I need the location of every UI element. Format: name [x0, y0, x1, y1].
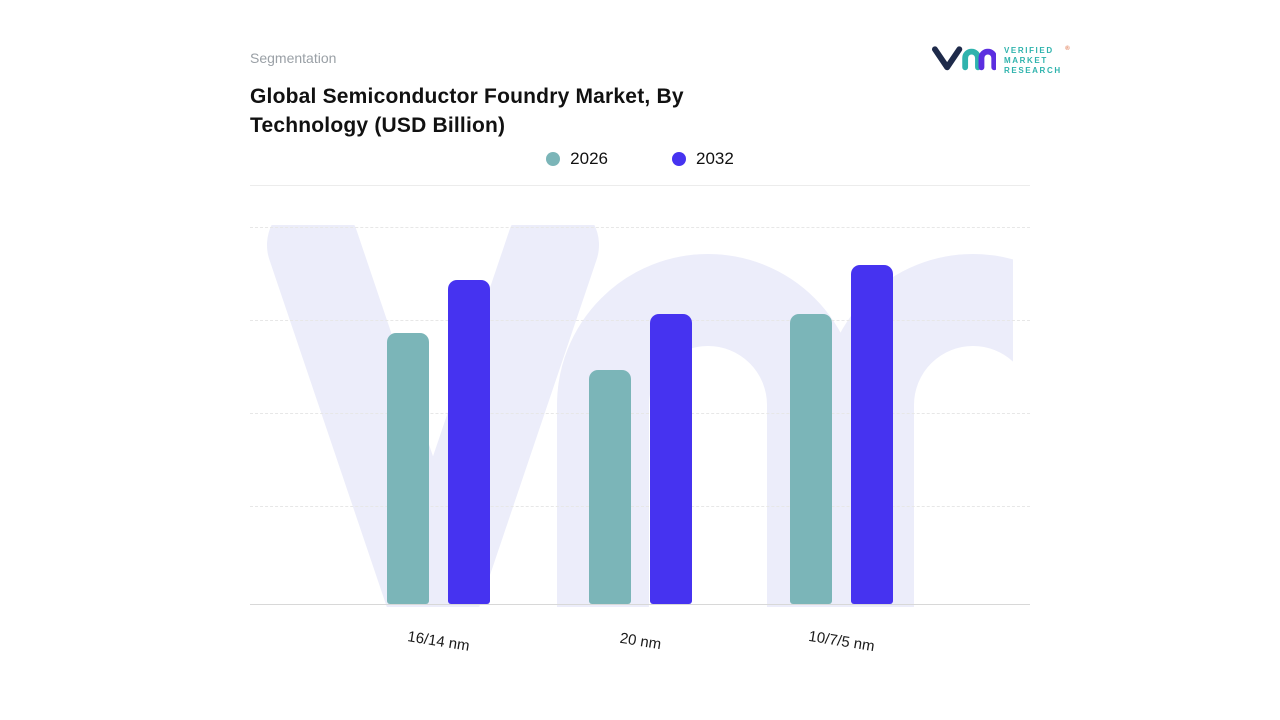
x-axis-labels: 16/14 nm 20 nm 10/7/5 nm	[250, 628, 1030, 673]
bar-2026-10-7-5-nm[interactable]	[790, 314, 832, 604]
legend-label-2032: 2032	[696, 149, 734, 168]
x-axis-baseline	[250, 604, 1030, 605]
registered-mark: ®	[1065, 45, 1070, 52]
legend-label-2026: 2026	[570, 149, 608, 168]
bar-group	[589, 227, 692, 604]
eyebrow-segmentation: Segmentation	[250, 50, 337, 66]
legend-swatch-2032	[672, 152, 686, 166]
chart-title: Global Semiconductor Foundry Market, By …	[250, 82, 684, 140]
logo-line-verified: VERIFIED	[1004, 45, 1054, 55]
bar-group	[387, 227, 490, 604]
legend-item-2032[interactable]: 2032	[672, 149, 734, 169]
legend-swatch-2026	[546, 152, 561, 166]
gridline	[250, 506, 1030, 507]
chart-title-line1: Global Semiconductor Foundry Market, By	[250, 85, 684, 108]
logo-line-market: MARKET	[1004, 55, 1048, 65]
bar-plot	[250, 227, 1030, 604]
bar-2032-10-7-5-nm[interactable]	[851, 265, 893, 604]
gridline	[250, 413, 1030, 414]
bar-2032-16-14-nm[interactable]	[448, 280, 490, 604]
x-tick-label: 16/14 nm	[406, 628, 471, 655]
bar-2026-16-14-nm[interactable]	[387, 333, 429, 604]
bar-group	[790, 227, 893, 604]
gridline	[250, 227, 1030, 228]
legend-item-2026[interactable]: 2026	[546, 149, 608, 169]
bar-2026-20-nm[interactable]	[589, 370, 631, 604]
header-divider	[250, 185, 1030, 186]
legend: 2026 2032	[250, 149, 1030, 169]
vmr-logo-icon	[932, 40, 998, 81]
gridline	[250, 320, 1030, 321]
x-tick-label: 20 nm	[618, 629, 663, 654]
bar-chart: 16/14 nm 20 nm 10/7/5 nm	[250, 185, 1030, 685]
chart-title-line2: Technology (USD Billion)	[250, 114, 506, 137]
logo-line-research: RESEARCH	[1004, 65, 1062, 75]
brand-logo-text: VERIFIED ® MARKET RESEARCH	[1004, 45, 1070, 76]
bar-2032-20-nm[interactable]	[650, 314, 692, 604]
x-tick-label: 10/7/5 nm	[807, 627, 876, 656]
brand-logo[interactable]: VERIFIED ® MARKET RESEARCH	[932, 40, 1070, 81]
